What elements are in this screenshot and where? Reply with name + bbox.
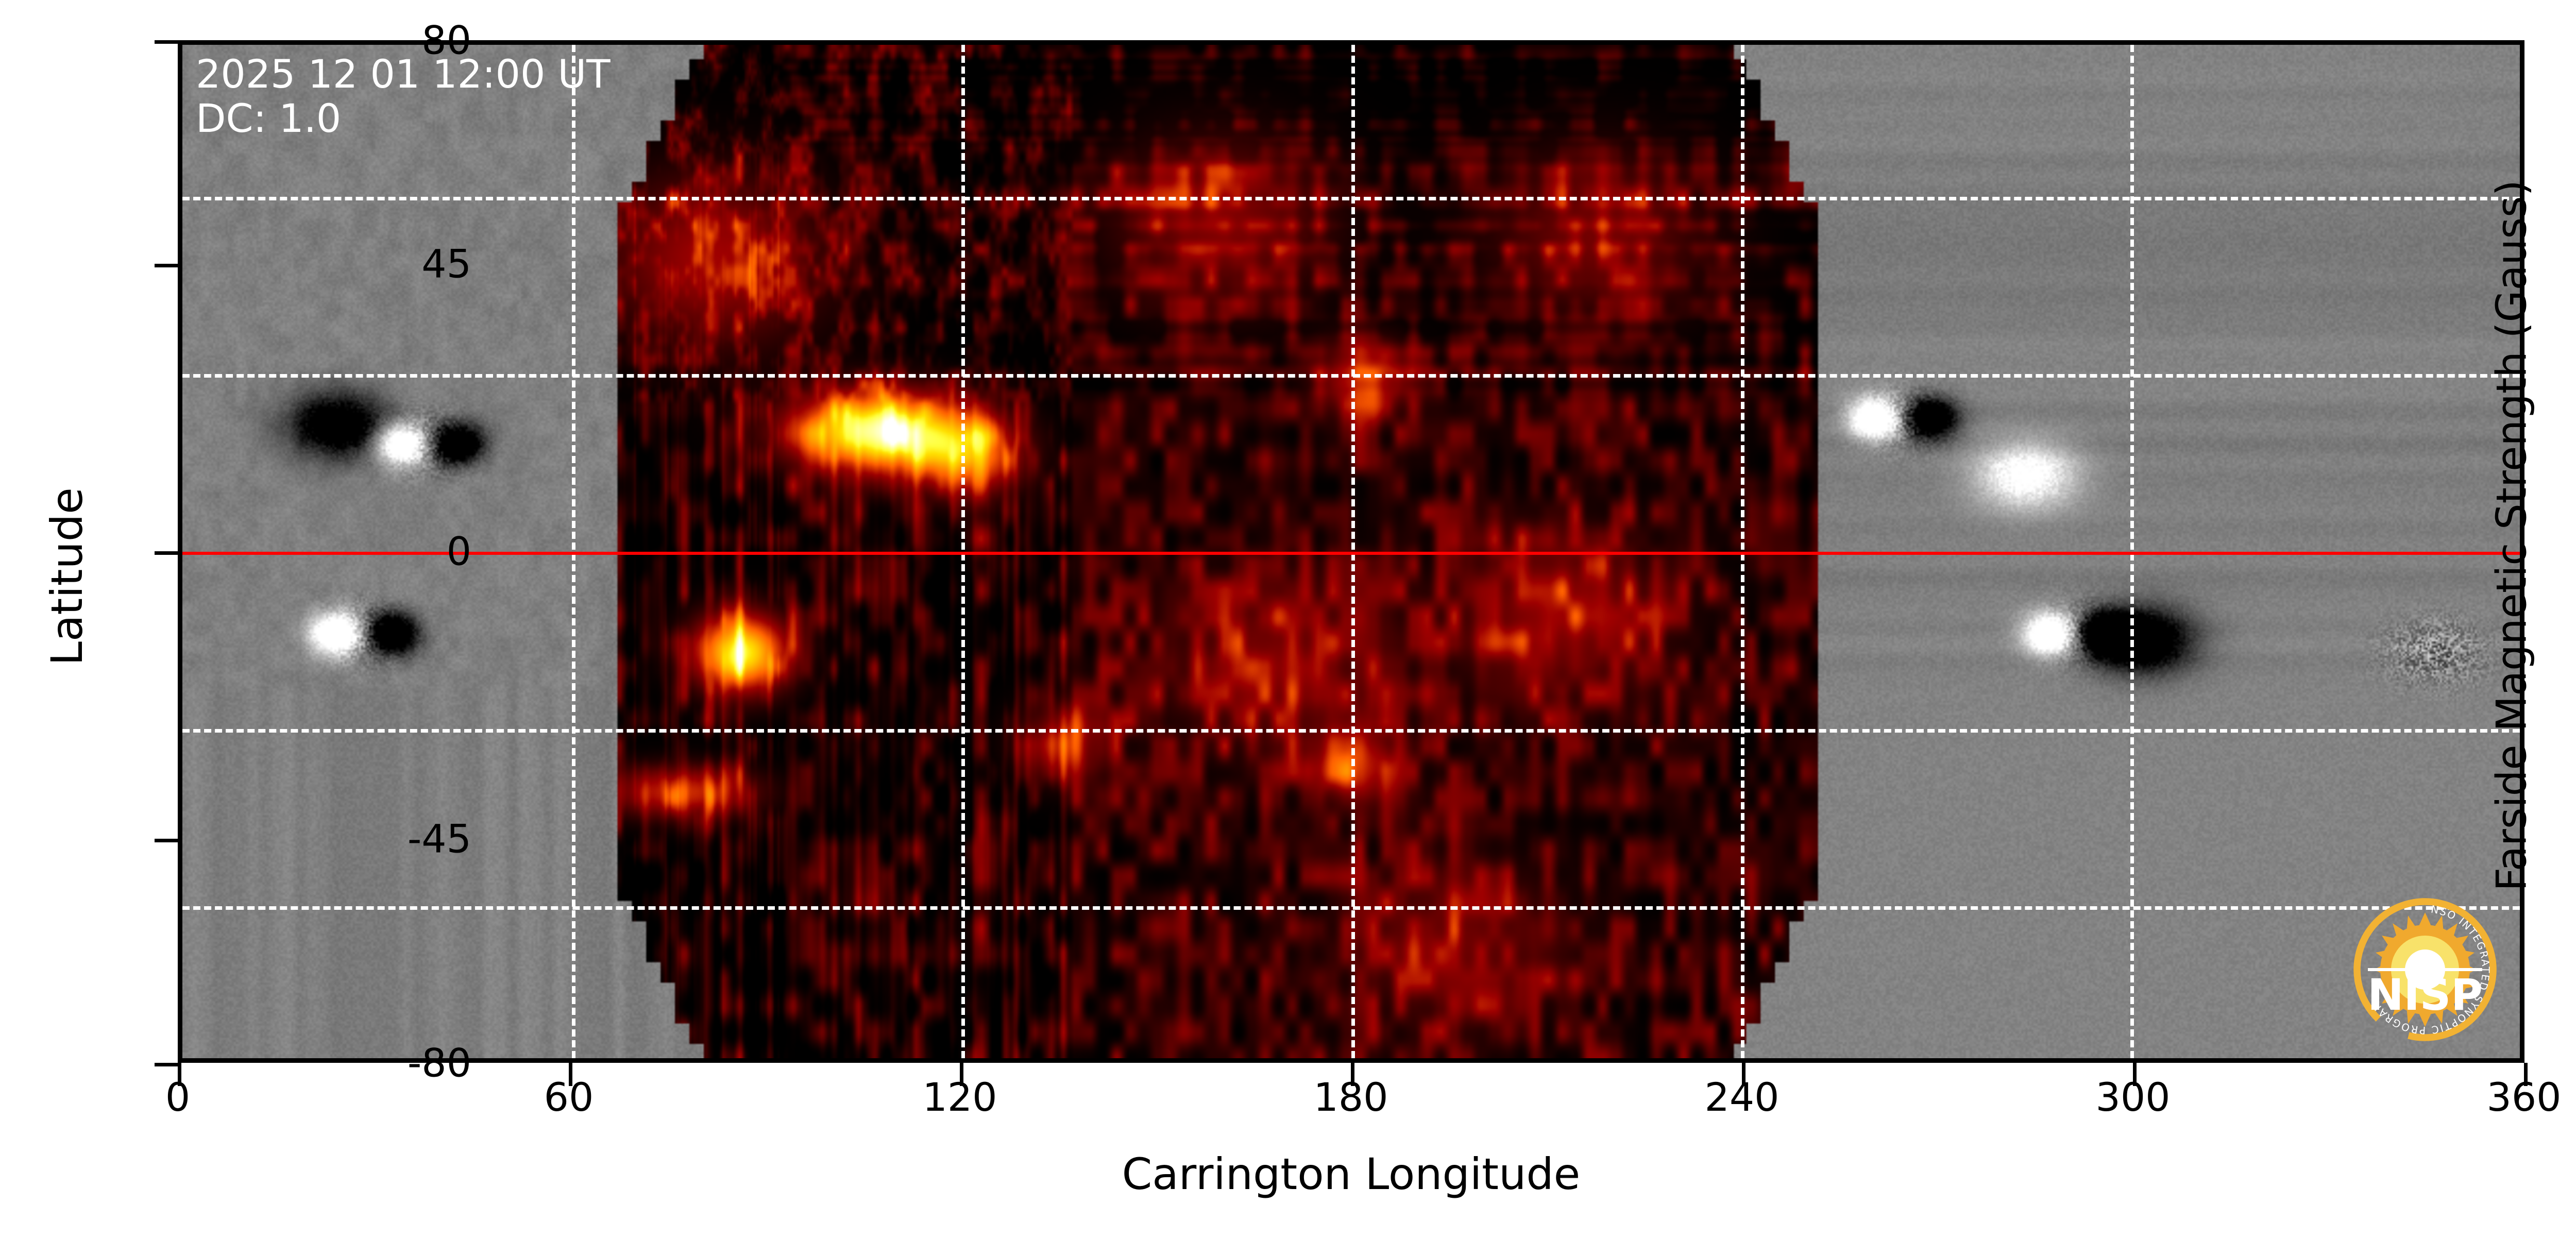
- nisp-acronym-text: NISP: [2367, 970, 2483, 1020]
- x-tick-mark: [178, 1063, 181, 1086]
- x-tick-mark: [960, 1063, 963, 1086]
- x-tick-label: 360: [2486, 1074, 2562, 1120]
- y-tick-label: 80: [421, 17, 471, 63]
- nisp-logo: NSO INTEGRATED SYNOPTIC PROGRAM NISP: [2353, 898, 2497, 1041]
- x-tick-mark: [2133, 1063, 2137, 1086]
- y-tick-label: 45: [421, 241, 471, 287]
- y-tick-label: -80: [407, 1040, 471, 1086]
- y-tick-mark: [155, 551, 178, 555]
- x-tick-label: 240: [1704, 1074, 1780, 1120]
- y-axis-title: Latitude: [42, 487, 92, 666]
- y-tick-mark: [155, 264, 178, 267]
- x-tick-mark: [2524, 1063, 2528, 1086]
- farside-colorbar-title: Farside Magnetic Strength (Gauss): [2487, 180, 2536, 891]
- x-tick-label: 60: [544, 1074, 594, 1120]
- x-tick-label: 120: [922, 1074, 997, 1120]
- timestamp-text: 2025 12 01 12:00 UT: [196, 51, 611, 97]
- x-tick-mark: [569, 1063, 572, 1086]
- x-tick-mark: [1742, 1063, 1745, 1086]
- x-axis-title: Carrington Longitude: [1122, 1149, 1581, 1199]
- x-tick-label: 300: [2095, 1074, 2171, 1120]
- y-tick-label: -45: [407, 816, 471, 862]
- x-tick-label: 180: [1313, 1074, 1388, 1120]
- magnetogram-plot-area[interactable]: 2025 12 01 12:00 UT DC: 1.0 NSO INTEGRATE…: [178, 40, 2524, 1063]
- x-tick-mark: [1351, 1063, 1354, 1086]
- x-tick-label: 0: [165, 1074, 191, 1120]
- timestamp-annotation: 2025 12 01 12:00 UT DC: 1.0: [196, 52, 611, 141]
- y-tick-mark: [155, 1063, 178, 1066]
- y-tick-mark: [155, 40, 178, 44]
- equator-line: [182, 551, 2520, 555]
- duty-cycle-text: DC: 1.0: [196, 95, 342, 141]
- y-tick-mark: [155, 839, 178, 842]
- y-tick-label: 0: [446, 528, 471, 574]
